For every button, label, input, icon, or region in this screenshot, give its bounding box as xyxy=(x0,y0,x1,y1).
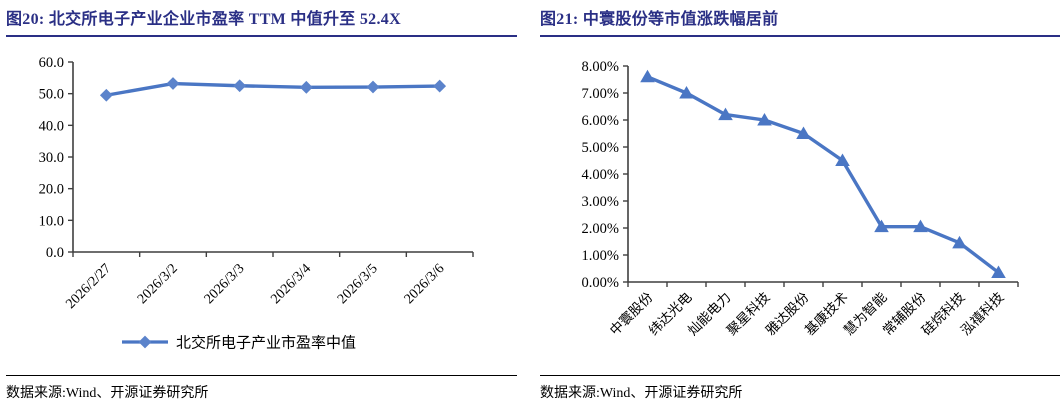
y-tick-label: 50.0 xyxy=(39,87,64,103)
x-tick-label: 2026/3/4 xyxy=(268,261,314,307)
figure-21-source-rule xyxy=(540,375,1060,376)
figure-21-panel: 图21: 中寰股份等市值涨跌幅居前 0.00% 1.00% 2.00% 3.00% 4.… xyxy=(540,8,1060,408)
data-point-marker xyxy=(991,265,1006,279)
x-tick-label: 2026/2/27 xyxy=(63,261,114,312)
data-point-marker xyxy=(757,113,772,126)
data-point-marker xyxy=(835,153,850,166)
x-tick-label: 2026/3/6 xyxy=(402,261,448,307)
y-tick-label: 3.00% xyxy=(582,194,619,210)
data-point-marker xyxy=(166,77,180,90)
figure-20-title: 图20: 北交所电子产业企业市盈率 TTM 中值升至 52.4X xyxy=(6,8,517,37)
data-point-marker xyxy=(299,80,313,94)
y-tick-label: 40.0 xyxy=(39,118,64,134)
y-tick-label: 2.00% xyxy=(582,221,619,237)
figure-20-panel: 图20: 北交所电子产业企业市盈率 TTM 中值升至 52.4X 0.0 10.0… xyxy=(6,8,517,408)
data-point-marker xyxy=(679,86,694,99)
y-tick-label: 5.00% xyxy=(582,140,619,156)
data-point-marker xyxy=(233,79,247,93)
series-line xyxy=(645,75,1001,275)
series-line xyxy=(104,81,442,97)
figure-20-source-rule xyxy=(6,375,517,376)
x-tick-label: 2026/3/5 xyxy=(335,261,381,307)
data-point-marker xyxy=(640,69,655,83)
y-tick-label: 8.00% xyxy=(582,59,619,75)
figure-21-title: 图21: 中寰股份等市值涨跌幅居前 xyxy=(540,8,1060,37)
legend-label: 北交所电子产业市盈率中值 xyxy=(176,334,356,352)
data-point-marker xyxy=(366,80,380,94)
pe-ttm-median-chart: 0.0 10.0 20.0 30.0 40.0 50.0 60.0 2026/2/27 2026… xyxy=(39,55,474,352)
y-tick-label: 1.00% xyxy=(582,248,619,264)
data-point-marker xyxy=(796,126,811,139)
y-tick-label: 10.0 xyxy=(39,213,64,229)
data-point-marker xyxy=(99,88,113,102)
y-tick-label: 0.00% xyxy=(582,275,619,291)
y-tick-label: 6.00% xyxy=(582,113,619,129)
y-tick-label: 60.0 xyxy=(39,55,64,71)
data-point-marker xyxy=(913,219,928,233)
data-point-marker xyxy=(952,235,967,249)
y-tick-label: 0.0 xyxy=(46,245,64,261)
y-tick-label: 30.0 xyxy=(39,150,64,166)
y-tick-label: 20.0 xyxy=(39,182,64,198)
data-point-marker xyxy=(874,219,889,233)
x-tick-label: 2026/3/2 xyxy=(135,261,181,307)
market-cap-change-chart: 0.00% 1.00% 2.00% 3.00% 4.00% 5.00% 6.00% 7.00%… xyxy=(582,59,1019,338)
figure-21-source: 数据来源:Wind、开源证券研究所 xyxy=(540,386,743,401)
y-tick-label: 4.00% xyxy=(582,167,619,183)
data-point-marker xyxy=(718,107,733,121)
x-tick-label: 2026/3/3 xyxy=(202,261,248,307)
figure-20-source: 数据来源:Wind、开源证券研究所 xyxy=(6,386,209,401)
y-tick-label: 7.00% xyxy=(582,86,619,102)
x-tick-label: 泓禧科技 xyxy=(958,289,1007,338)
legend-marker-icon xyxy=(138,335,152,349)
data-point-marker xyxy=(433,79,447,93)
